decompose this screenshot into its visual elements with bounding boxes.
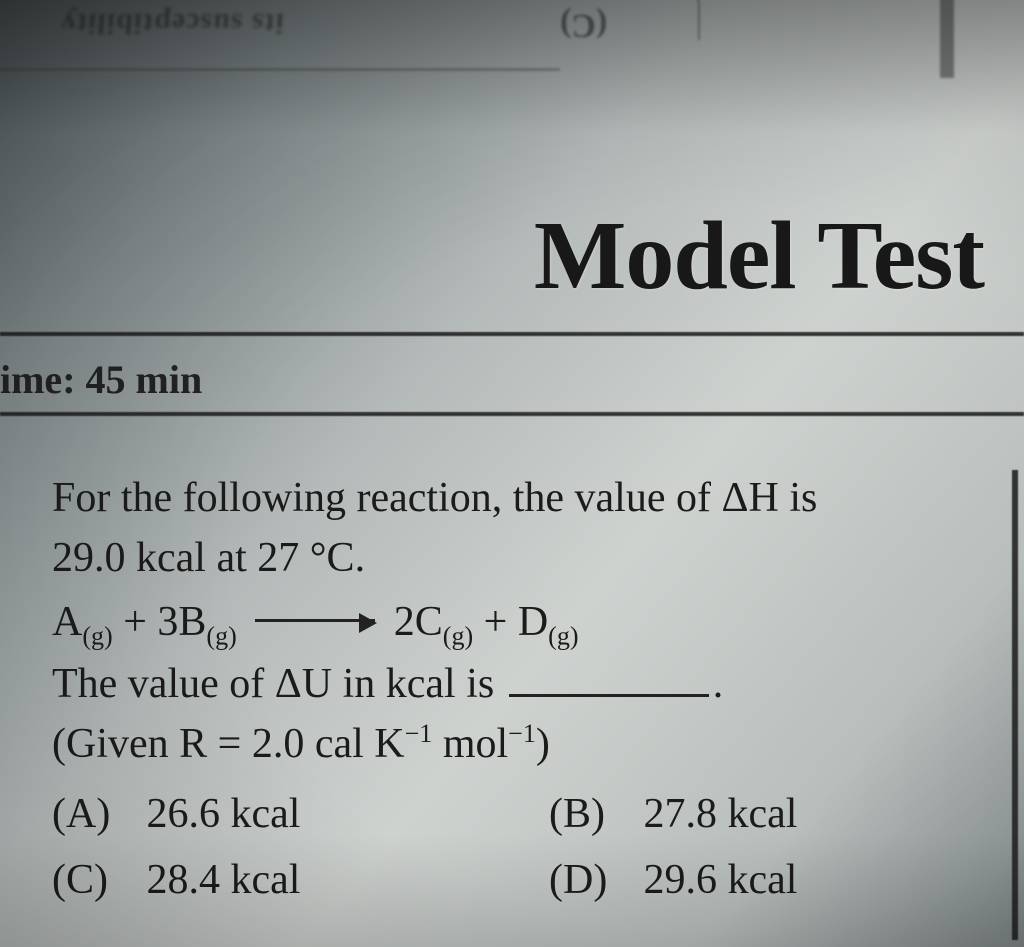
eq-2c: 2C (394, 599, 443, 645)
right-margin-rule (1012, 470, 1018, 940)
question-line-4: The value of ΔU in kcal is . (52, 656, 1006, 714)
top-decorative-box (640, 0, 700, 40)
options-grid: (A) 26.6 kcal (B) 27.8 kcal (C) 28.4 kca… (52, 786, 1006, 910)
option-b-text: 27.8 kcal (644, 791, 798, 837)
reaction-equation: A(g) + 3B(g) 2C(g) + D(g) (52, 594, 1006, 654)
page-root: its susceptibility (C) Model Test ime: 4… (0, 0, 1024, 947)
eq-b-phase: (g) (206, 621, 236, 650)
eq-d-phase: (g) (548, 621, 578, 650)
eq-plus-d: + D (473, 599, 548, 645)
option-a-label: (A) (52, 786, 136, 844)
option-d: (D) 29.6 kcal (549, 852, 1006, 910)
top-decorative-bar (940, 0, 954, 78)
top-decorative-line (0, 68, 560, 71)
option-c: (C) 28.4 kcal (52, 852, 509, 910)
given-post: ) (536, 721, 550, 767)
eq-a: A (52, 599, 82, 645)
time-label: ime: 45 min (0, 356, 202, 403)
option-d-label: (D) (549, 852, 633, 910)
option-c-label: (C) (52, 852, 136, 910)
eq-plus-3b: + 3B (113, 599, 207, 645)
given-exp1: −1 (405, 719, 433, 748)
given-mid: mol (432, 721, 508, 767)
eq-a-phase: (g) (82, 621, 112, 650)
option-a-text: 26.6 kcal (147, 791, 301, 837)
divider-top (0, 332, 1024, 336)
question-line-2: 29.0 kcal at 27 °C. (52, 530, 1006, 588)
option-b: (B) 27.8 kcal (549, 786, 1006, 844)
answer-blank (509, 694, 709, 697)
given-pre: (Given R = 2.0 cal K (52, 721, 405, 767)
option-b-label: (B) (549, 786, 633, 844)
top-fragment-text: its susceptibility (59, 6, 285, 40)
divider-bottom (0, 412, 1024, 416)
reaction-arrow-icon (255, 619, 375, 622)
option-d-text: 29.6 kcal (644, 857, 798, 903)
q4-post: . (713, 661, 724, 707)
option-a: (A) 26.6 kcal (52, 786, 509, 844)
option-c-text: 28.4 kcal (147, 857, 301, 903)
question-given: (Given R = 2.0 cal K−1 mol−1) (52, 716, 1006, 774)
eq-c-phase: (g) (443, 621, 473, 650)
given-exp2: −1 (508, 719, 536, 748)
question-block: For the following reaction, the value of… (52, 470, 1006, 910)
top-option-marker: (C) (560, 6, 607, 44)
question-line-1: For the following reaction, the value of… (52, 470, 1006, 528)
q4-pre: The value of ΔU in kcal is (52, 661, 505, 707)
page-title: Model Test (534, 200, 984, 312)
